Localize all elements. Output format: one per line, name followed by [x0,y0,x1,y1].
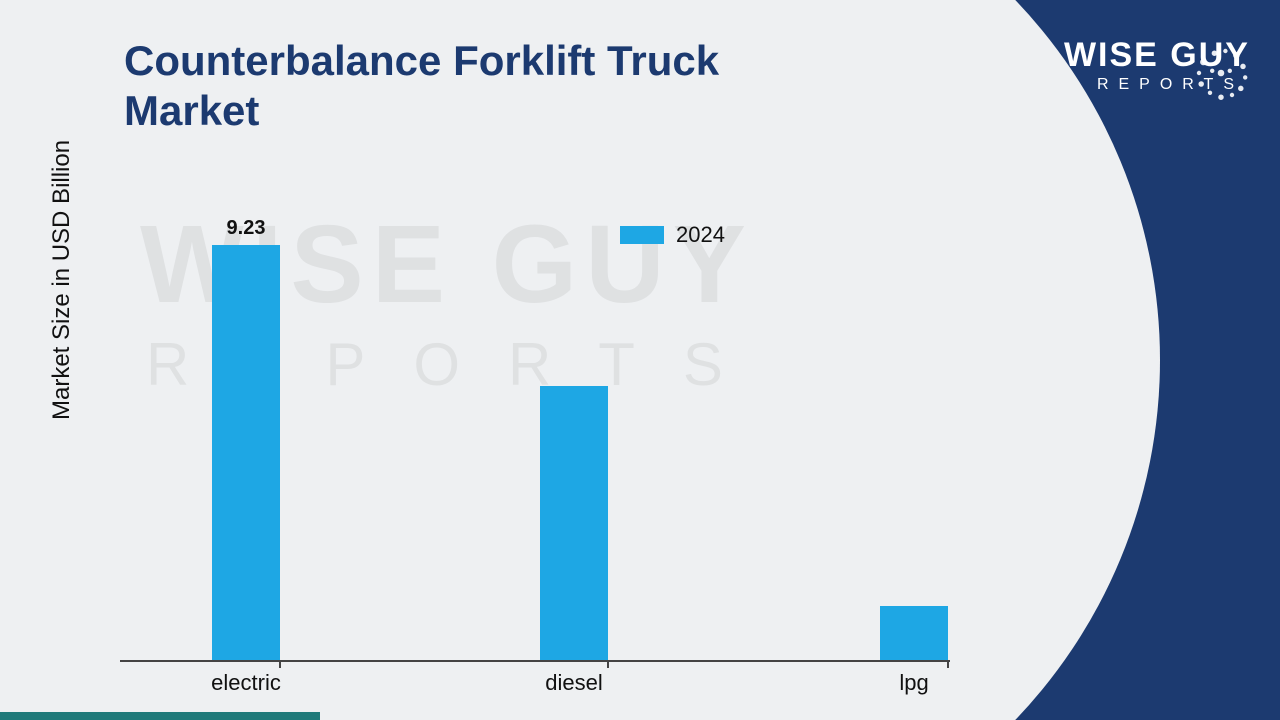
axis-tick [947,660,949,668]
bar-diesel: diesel [540,386,608,661]
brand-block: WISE GUY REPORTS [980,38,1250,94]
axis-tick [279,660,281,668]
bar-electric: 9.23electric [212,245,280,660]
footer-strip [0,712,320,720]
bar-value-label: 9.23 [227,217,266,240]
brand-head-icon [1188,40,1254,106]
bar-column [540,386,608,661]
category-label: lpg [899,670,928,696]
axis-tick [607,660,609,668]
bar-lpg: lpg [880,606,948,660]
bar-column [880,606,948,660]
plot-area: 9.23electric diesel lpg [120,212,950,662]
category-label: electric [211,670,281,696]
chart-title: Counterbalance Forklift Truck Market [124,36,744,135]
stage: WISE GUY REPORTS WISE GUY REPORTS Counte… [0,0,1280,720]
y-axis-label: Market Size in USD Billion [48,140,76,420]
category-label: diesel [545,670,602,696]
bar-column [212,245,280,660]
